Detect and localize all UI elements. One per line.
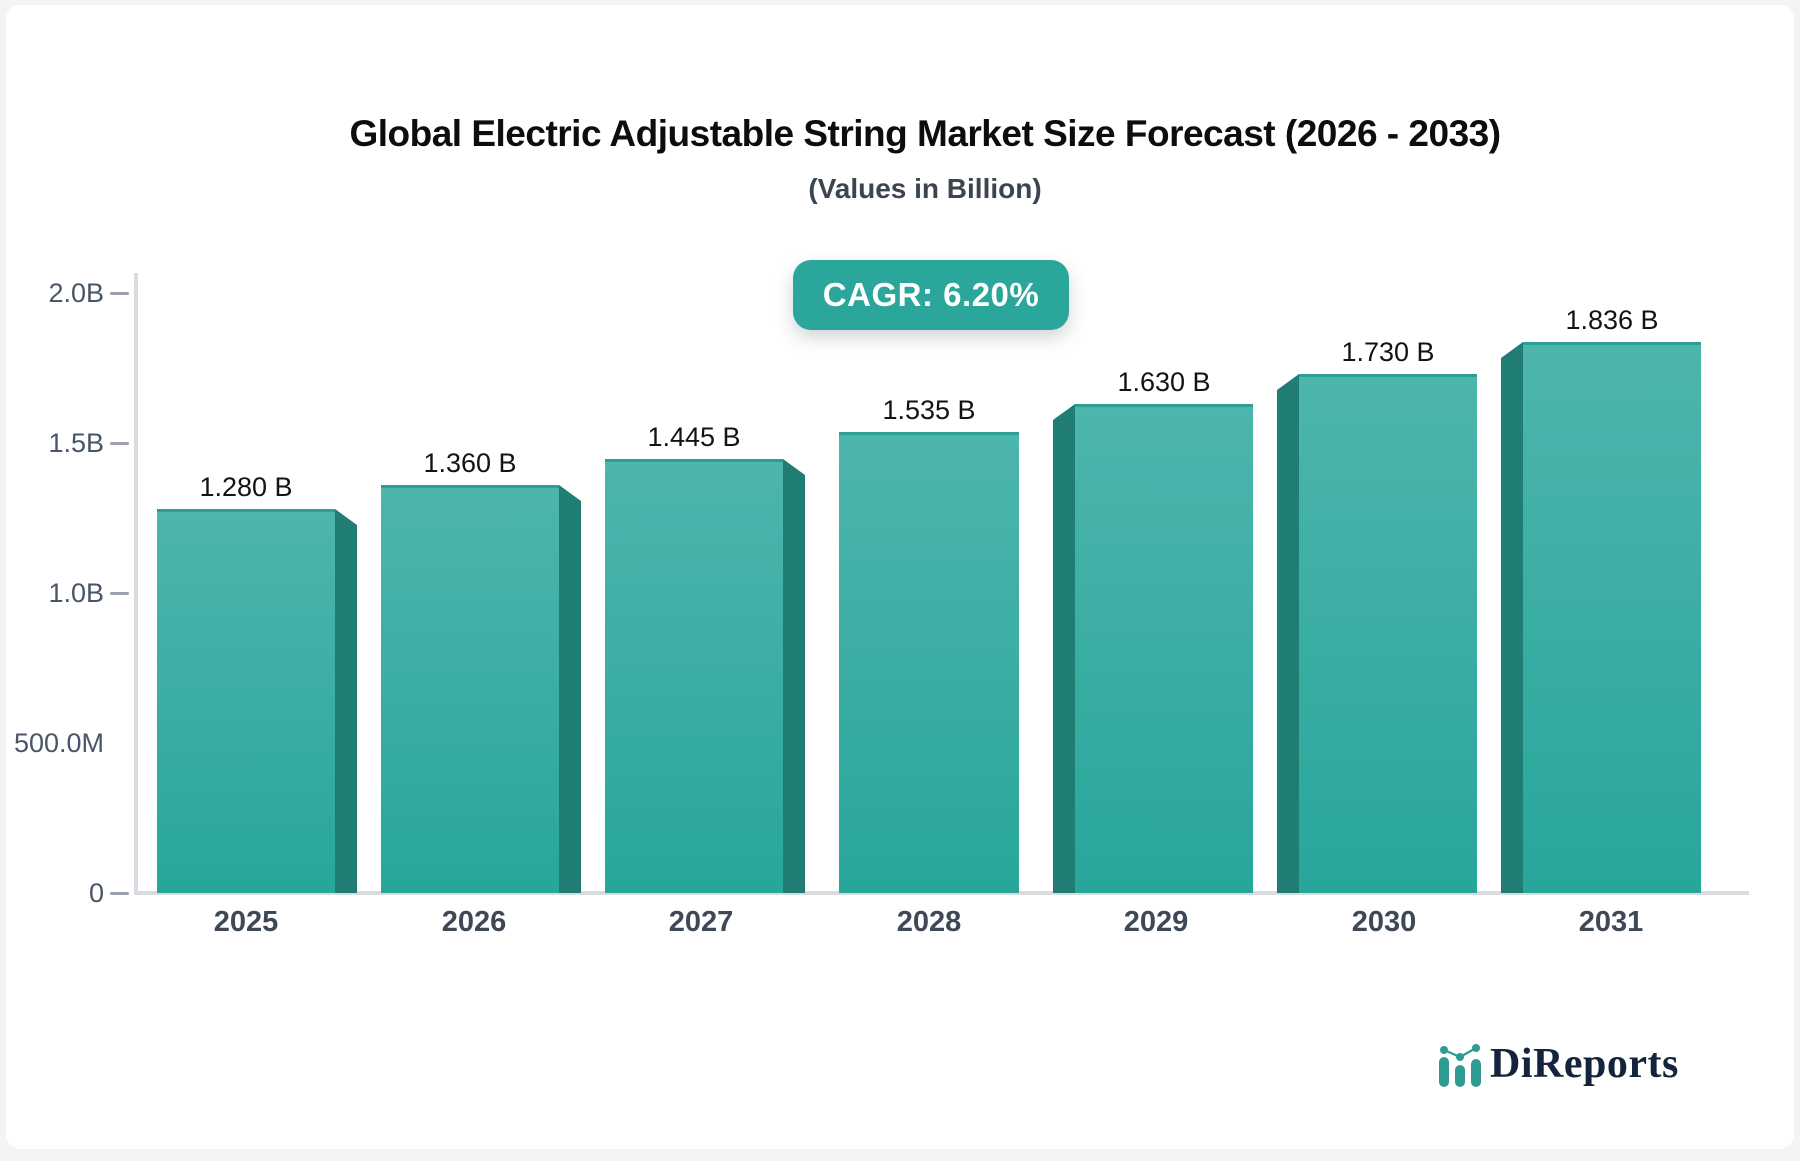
- y-axis-tick-label: 1.0B: [48, 578, 104, 608]
- bar-side-face: [1053, 404, 1075, 893]
- bar-face: [157, 509, 335, 893]
- bar-face: [839, 432, 1019, 893]
- bar-side-face: [335, 509, 357, 893]
- bar-value-label: 1.360 B: [423, 448, 517, 478]
- y-axis-line: [134, 273, 138, 895]
- x-axis-label-2025: 2025: [213, 906, 279, 938]
- bar-2028: 1.535 B: [839, 395, 1019, 893]
- bar-face: [381, 485, 559, 893]
- y-axis-tick-mark: [110, 591, 129, 595]
- bar-chart-plot-area: 2.0B 1.5B 1.0B 500.0M 0 1.280 B 2025 1.360 B 202…: [6, 5, 1800, 1161]
- chart-card: Global Electric Adjustable String Market…: [6, 5, 1794, 1149]
- bar-2026: 1.360 B: [381, 448, 581, 893]
- bar-face: [1299, 374, 1477, 893]
- y-axis-tick-label: 2.0B: [48, 278, 104, 308]
- x-axis-line: [134, 891, 1749, 895]
- x-axis-label-2030: 2030: [1351, 906, 1417, 938]
- bar-face: [1523, 342, 1701, 893]
- bar-value-label: 1.535 B: [882, 395, 976, 425]
- cagr-badge-label: CAGR: 6.20%: [822, 276, 1040, 313]
- bar-value-label: 1.280 B: [199, 472, 293, 502]
- x-axis-label-2028: 2028: [896, 906, 962, 938]
- bar-side-face: [559, 485, 581, 893]
- x-axis-label-2031: 2031: [1578, 906, 1644, 938]
- bar-face: [605, 459, 783, 893]
- bar-2025: 1.280 B: [157, 472, 357, 893]
- y-axis-tick-mark: [110, 291, 129, 295]
- brand-logo-text: DiReports: [1490, 1041, 1679, 1087]
- bar-value-label: 1.630 B: [1117, 367, 1211, 397]
- bar-side-face: [783, 459, 805, 893]
- bar-value-label: 1.730 B: [1341, 337, 1435, 367]
- bar-value-label: 1.836 B: [1565, 305, 1659, 335]
- bar-value-label: 1.445 B: [647, 422, 741, 452]
- y-axis-tick-label: 1.5B: [48, 428, 104, 458]
- bar-2030: 1.730 B: [1277, 337, 1477, 893]
- y-axis-tick-label: 0: [88, 878, 104, 908]
- brand-logo-icon: [1439, 1044, 1481, 1087]
- y-axis-tick-mark: [110, 441, 129, 445]
- y-axis-tick-label: 500.0M: [13, 728, 104, 758]
- x-axis-label-2026: 2026: [441, 906, 507, 938]
- cagr-badge: CAGR: 6.20%: [793, 260, 1069, 330]
- x-axis-label-2027: 2027: [668, 906, 734, 938]
- chart-subtitle: (Values in Billion): [808, 173, 1042, 204]
- bar-side-face: [1501, 342, 1523, 893]
- bar-2027: 1.445 B: [605, 422, 805, 893]
- chart-title: Global Electric Adjustable String Market…: [349, 113, 1501, 154]
- bar-2031: 1.836 B: [1501, 305, 1701, 893]
- bar-face: [1075, 404, 1253, 893]
- chart-header: Global Electric Adjustable String Market…: [6, 5, 1794, 205]
- bar-2029: 1.630 B: [1053, 367, 1253, 893]
- brand-logo: DiReports: [1439, 1041, 1679, 1087]
- x-axis-label-2029: 2029: [1123, 906, 1189, 938]
- bar-side-face: [1277, 374, 1299, 893]
- y-axis-tick-mark: [110, 891, 129, 895]
